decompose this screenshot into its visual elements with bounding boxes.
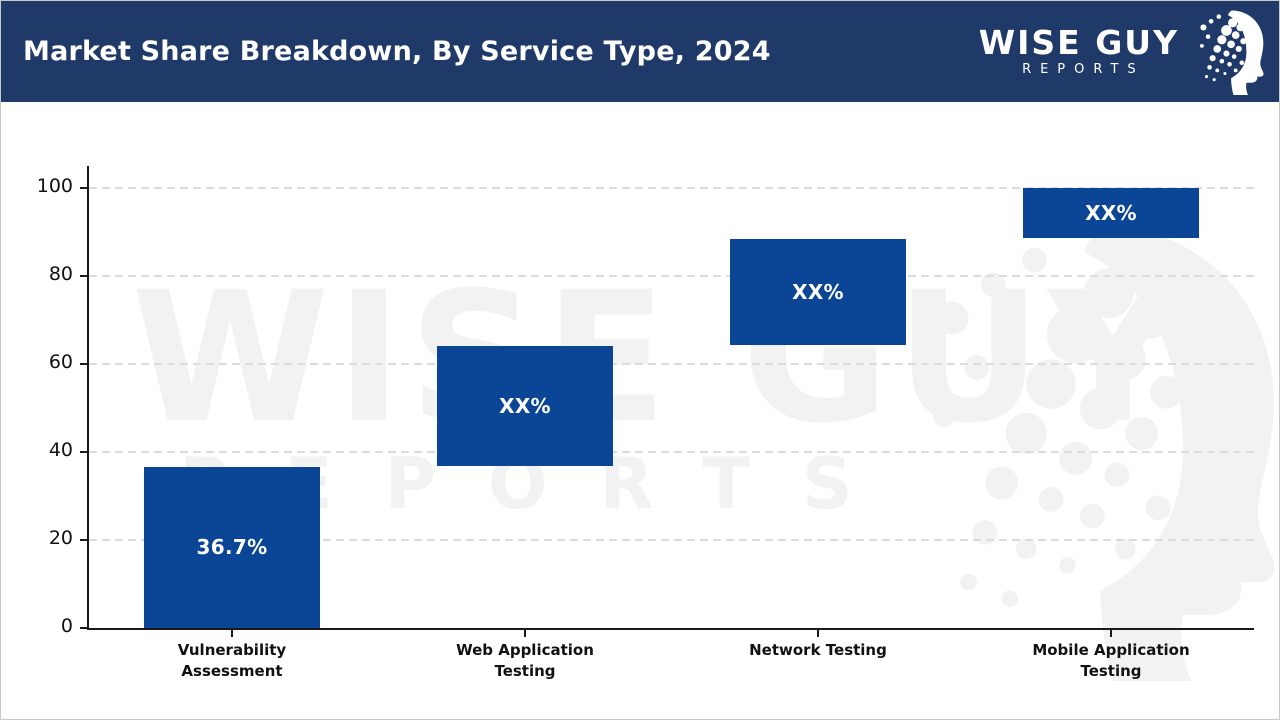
y-gridline [89, 275, 1254, 277]
x-tick-mark [1110, 630, 1112, 637]
bar-value-label: XX% [1085, 201, 1137, 226]
logo-text: WISE GUY REPORTS [979, 26, 1179, 77]
y-tick-label: 80 [48, 263, 73, 285]
x-axis-line [87, 628, 1254, 630]
y-tick-label: 100 [36, 175, 73, 197]
y-axis-line [87, 166, 89, 630]
y-tick-label: 60 [48, 351, 73, 373]
x-tick-label: Mobile Application Testing [1032, 641, 1190, 680]
y-gridline [89, 451, 1254, 453]
bar-segment: 36.7% [144, 466, 320, 628]
x-tick-label: Vulnerability Assessment [177, 641, 287, 680]
logo-wordmark: WISE GUY [978, 23, 1179, 62]
x-tick-mark [524, 630, 526, 637]
y-tick-label: 40 [48, 439, 73, 461]
y-tick-mark [80, 627, 87, 629]
chart-title: Market Share Breakdown, By Service Type,… [23, 36, 771, 67]
y-tick-mark [80, 363, 87, 365]
x-tick-mark [231, 630, 233, 637]
y-gridline [89, 363, 1254, 365]
bar-segment: XX% [730, 239, 906, 345]
logo-face-icon [1199, 10, 1264, 95]
y-gridline [89, 539, 1254, 541]
header-bar: Market Share Breakdown, By Service Type,… [1, 1, 1279, 102]
y-tick-label: 20 [48, 527, 73, 549]
y-tick-label: 0 [60, 615, 73, 637]
y-tick-mark [80, 539, 87, 541]
bar-value-label: XX% [499, 394, 551, 418]
bar-segment: XX% [1023, 188, 1199, 239]
bar-value-label: 36.7% [196, 535, 268, 560]
y-tick-mark [80, 451, 87, 453]
bar-segment: XX% [437, 345, 613, 467]
y-tick-mark [80, 275, 87, 277]
y-gridline [89, 187, 1254, 189]
x-tick-label: Web Application Testing [456, 641, 594, 680]
logo-subtext: REPORTS [1022, 62, 1145, 77]
bar-value-label: XX% [792, 279, 844, 304]
y-tick-mark [80, 187, 87, 189]
x-tick-label: Network Testing [749, 641, 887, 659]
wiseguy-logo: WISE GUY REPORTS [979, 1, 1267, 102]
x-tick-mark [817, 630, 819, 637]
